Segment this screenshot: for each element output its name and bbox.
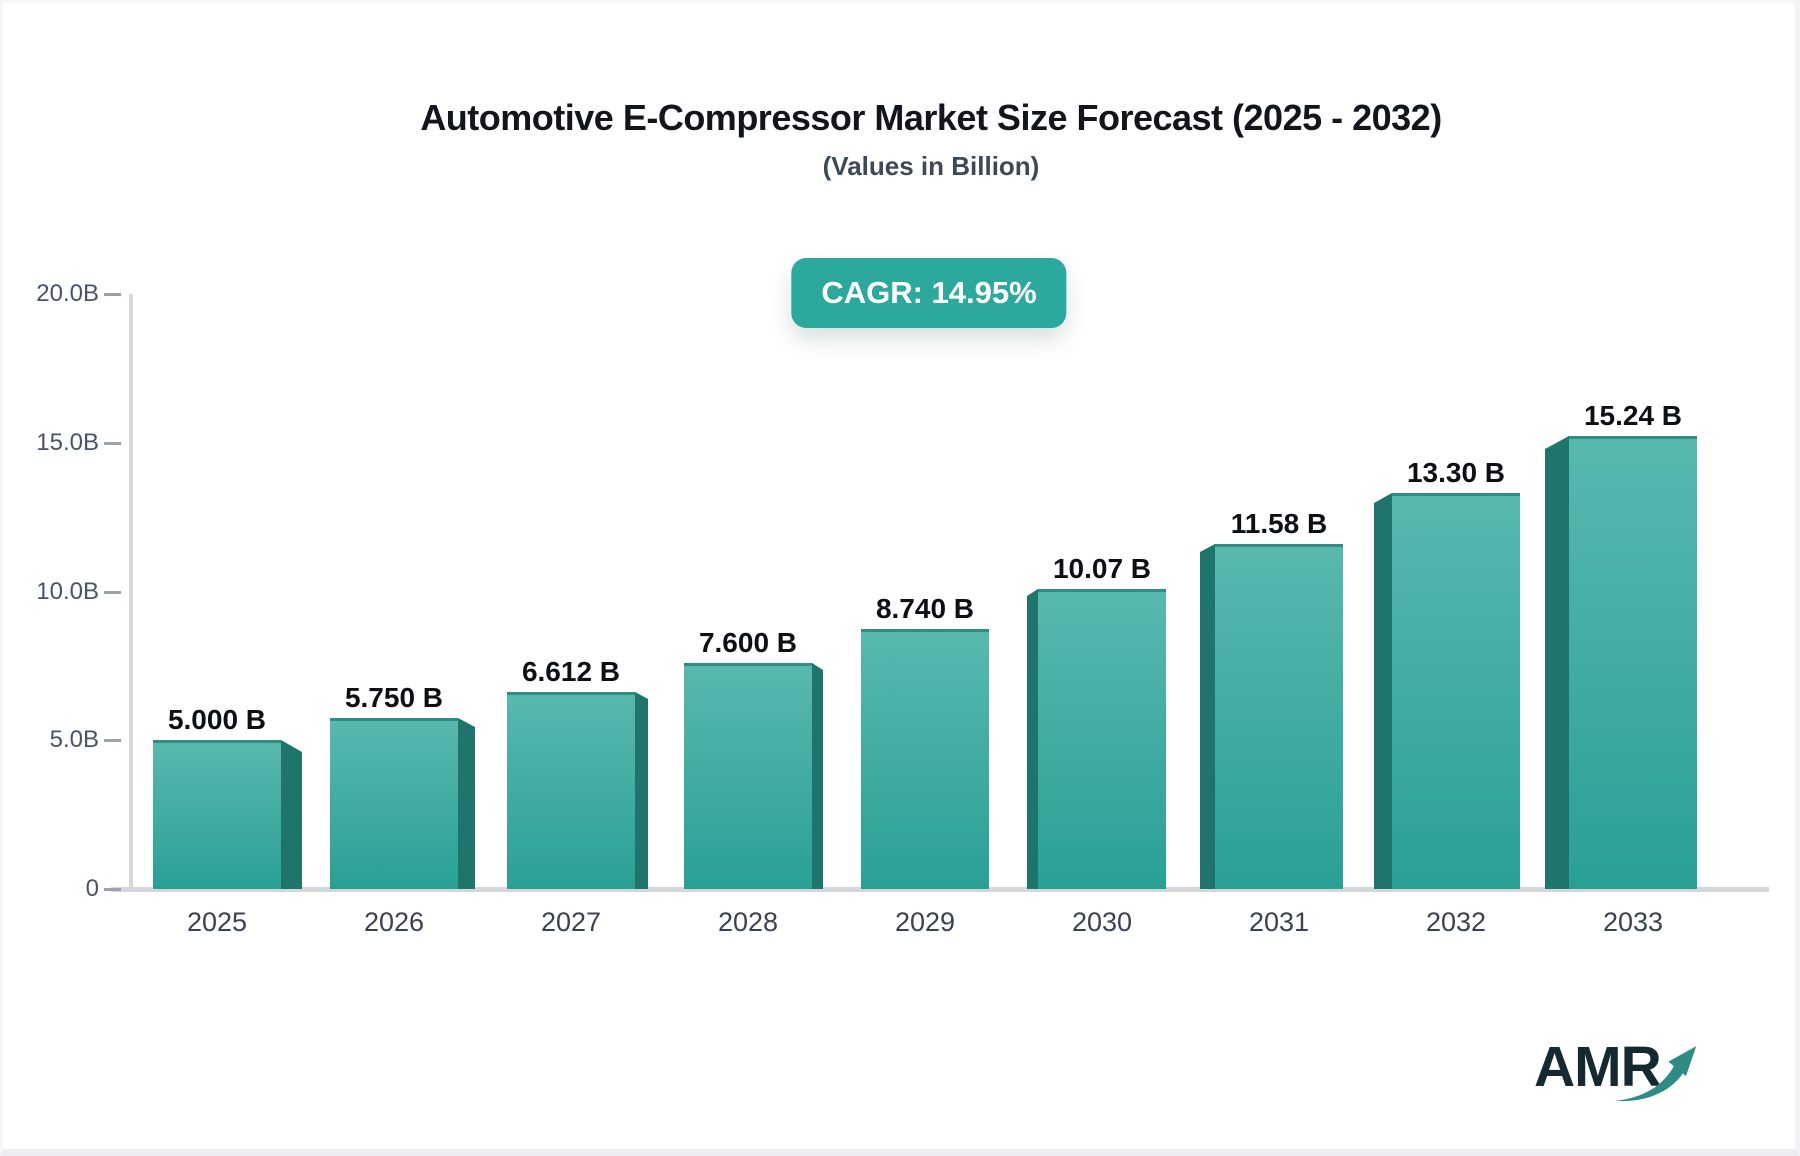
x-axis-line [111,887,1769,892]
x-tick-label-2028: 2028 [717,907,779,937]
bar-2029 [861,629,989,889]
bar-2027 [507,692,635,889]
bar-value-label-2025: 5.000 B [167,704,267,735]
x-tick-label-2025: 2025 [186,907,248,937]
x-tick-label-2031: 2031 [1248,907,1310,937]
bar-value-label-2031: 11.58 B [1230,508,1328,539]
bar-side-2030 [1027,589,1038,889]
amr-logo-text: AMR [1534,1035,1662,1099]
y-tick-label: 15.0B [36,428,99,456]
y-tick-label: 10.0B [36,577,99,605]
bar-value-label-2026: 5.750 B [344,682,444,713]
bar-side-2025 [281,740,302,889]
growth-arrow-icon [1615,1046,1697,1102]
y-tick-label: 0 [85,875,99,902]
bar-2032 [1392,493,1520,889]
chart-subtitle: (Values in Billion) [822,151,1040,181]
bar-value-label-2028: 7.600 B [698,627,798,658]
bar-side-2032 [1374,493,1392,889]
bar-2025 [153,740,281,889]
y-tick-mark [104,888,121,891]
y-tick-mark [104,293,121,296]
bar-value-label-2033: 15.24 B [1583,400,1683,431]
y-tick-mark [104,739,121,743]
x-tick-label-2029: 2029 [894,907,956,937]
x-tick-label-2033: 2033 [1602,907,1664,937]
bar-2031 [1215,544,1343,889]
bar-2028 [684,663,812,889]
x-tick-label-2026: 2026 [363,907,425,937]
bar-2030 [1038,589,1166,889]
cagr-badge-label: CAGR: 14.95% [821,275,1037,310]
bar-side-2033 [1545,436,1569,889]
bar-side-2031 [1200,544,1215,889]
bar-value-label-2030: 10.07 B [1052,553,1152,584]
y-tick-mark [104,441,121,445]
y-tick-mark [104,590,121,594]
bar-2026 [330,718,458,889]
x-tick-label-2030: 2030 [1071,907,1133,937]
cagr-badge: CAGR: 14.95% [791,258,1067,328]
bar-value-label-2032: 13.30 B [1406,457,1506,488]
bar-2033 [1569,436,1697,889]
x-tick-label-2032: 2032 [1425,907,1487,937]
y-tick-label: 20.0B [36,280,99,307]
bar-side-2028 [812,663,823,889]
x-tick-label-2027: 2027 [540,907,602,937]
bar-side-2027 [635,692,648,889]
bar-chart: 0 5.0B 10.0B 15.0B 20.0B 5.000 B 2025 5.750 B 2… [3,3,1795,1149]
bar-side-2026 [458,718,475,889]
bar-value-label-2029: 8.740 B [875,593,975,624]
y-tick-label: 5.0B [49,726,99,754]
chart-title: Automotive E-Compressor Market Size Fore… [420,97,1442,138]
y-axis-line [129,294,133,889]
bar-value-label-2027: 6.612 B [521,656,621,687]
